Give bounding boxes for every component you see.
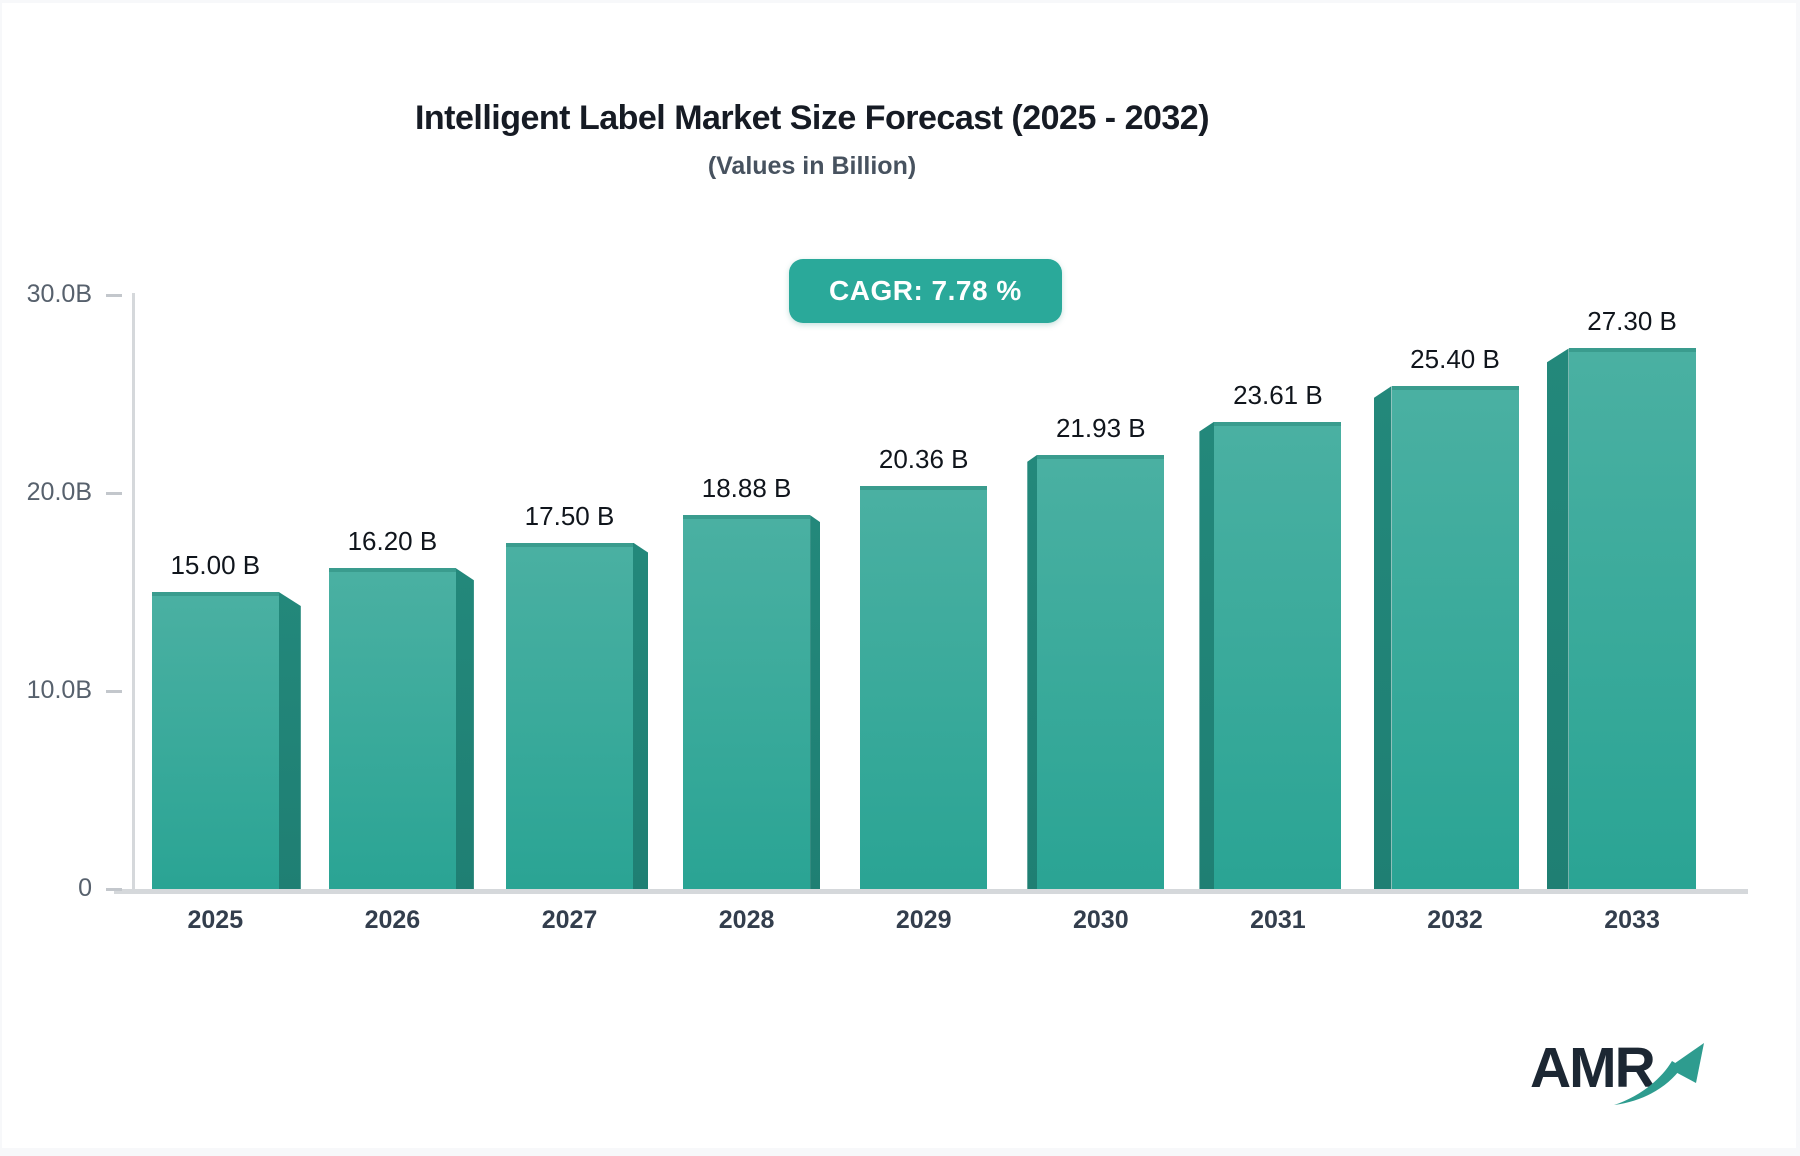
y-axis-tick-mark bbox=[106, 690, 122, 693]
bar-2030 bbox=[1027, 454, 1165, 889]
bar-2025 bbox=[151, 592, 301, 889]
bar-side-face bbox=[455, 568, 474, 889]
amr-logo-text: AMR bbox=[1530, 1036, 1656, 1100]
bar-side-face bbox=[278, 592, 301, 889]
bar-front-face bbox=[683, 515, 811, 889]
bar-side-face bbox=[1373, 386, 1392, 889]
bar-side-face bbox=[633, 542, 648, 889]
y-axis-tick-mark bbox=[106, 888, 122, 891]
bar-value-label: 15.00 B bbox=[170, 550, 261, 580]
bar-value-label: 23.61 B bbox=[1233, 379, 1323, 410]
x-axis-label: 2030 bbox=[1072, 906, 1129, 934]
bar-side-face bbox=[810, 515, 821, 889]
amr-logo: AMR bbox=[1530, 1035, 1710, 1107]
chart-title: Intelligent Label Market Size Forecast (… bbox=[414, 99, 1210, 137]
chart-subtitle: (Values in Billion) bbox=[707, 152, 917, 180]
bar-front-face bbox=[506, 542, 633, 889]
bar-side-face bbox=[1199, 421, 1215, 889]
bar-value-label: 21.93 B bbox=[1055, 412, 1146, 443]
bar-value-label: 17.50 B bbox=[524, 500, 615, 531]
x-axis-label: 2029 bbox=[895, 906, 952, 934]
chart-header: Intelligent Label Market Size Forecast (… bbox=[2, 99, 1622, 181]
bar-value-label: 25.40 B bbox=[1410, 344, 1500, 375]
y-axis-tick-label: 10.0B bbox=[26, 676, 92, 704]
bar-2029 bbox=[860, 485, 988, 889]
bar-front-face bbox=[328, 568, 456, 889]
x-axis-label: 2026 bbox=[364, 906, 421, 934]
x-axis-label: 2025 bbox=[187, 906, 244, 934]
bar-2026 bbox=[328, 568, 474, 889]
bar-2027 bbox=[506, 542, 648, 889]
bar-value-label: 16.20 B bbox=[347, 526, 438, 557]
bar-side-face bbox=[1027, 454, 1038, 889]
bar-value-label: 27.30 B bbox=[1587, 306, 1677, 337]
bar-2031 bbox=[1199, 421, 1342, 889]
growth-arrow-icon bbox=[1614, 1041, 1706, 1112]
bar-front-face bbox=[1214, 421, 1342, 889]
y-axis-tick-label: 30.0B bbox=[26, 280, 92, 308]
y-axis-tick-label: 20.0B bbox=[26, 478, 92, 506]
bar-chart-plot-area: 30.0B 20.0B 10.0B 0 15.00 B 2025 16.20 B 2026 17… bbox=[2, 3, 1796, 1148]
x-axis-label: 2027 bbox=[541, 906, 598, 934]
x-axis-baseline bbox=[114, 889, 1748, 894]
bar-value-label: 18.88 B bbox=[701, 473, 792, 504]
y-axis-tick-label: 0 bbox=[78, 874, 92, 902]
x-axis-label: 2028 bbox=[718, 906, 775, 934]
y-axis-tick-mark bbox=[106, 294, 122, 297]
bar-front-face bbox=[1568, 348, 1696, 889]
bar-value-label: 20.36 B bbox=[878, 443, 969, 474]
x-axis-label: 2033 bbox=[1604, 906, 1660, 934]
x-axis-label: 2032 bbox=[1427, 906, 1483, 934]
bar-2028 bbox=[683, 515, 821, 889]
cagr-badge: CAGR: 7.78 % bbox=[789, 259, 1062, 323]
chart-card: Intelligent Label Market Size Forecast (… bbox=[2, 3, 1796, 1148]
y-axis-line bbox=[132, 293, 135, 894]
bar-side-face bbox=[1546, 348, 1569, 889]
bar-front-face bbox=[860, 485, 988, 889]
bar-2033 bbox=[1546, 348, 1696, 889]
bar-front-face bbox=[151, 592, 279, 889]
x-axis-label: 2031 bbox=[1250, 906, 1306, 934]
bar-front-face bbox=[1037, 454, 1165, 889]
y-axis-tick-mark bbox=[106, 492, 122, 495]
bar-front-face bbox=[1391, 386, 1519, 889]
bar-2032 bbox=[1373, 386, 1519, 889]
